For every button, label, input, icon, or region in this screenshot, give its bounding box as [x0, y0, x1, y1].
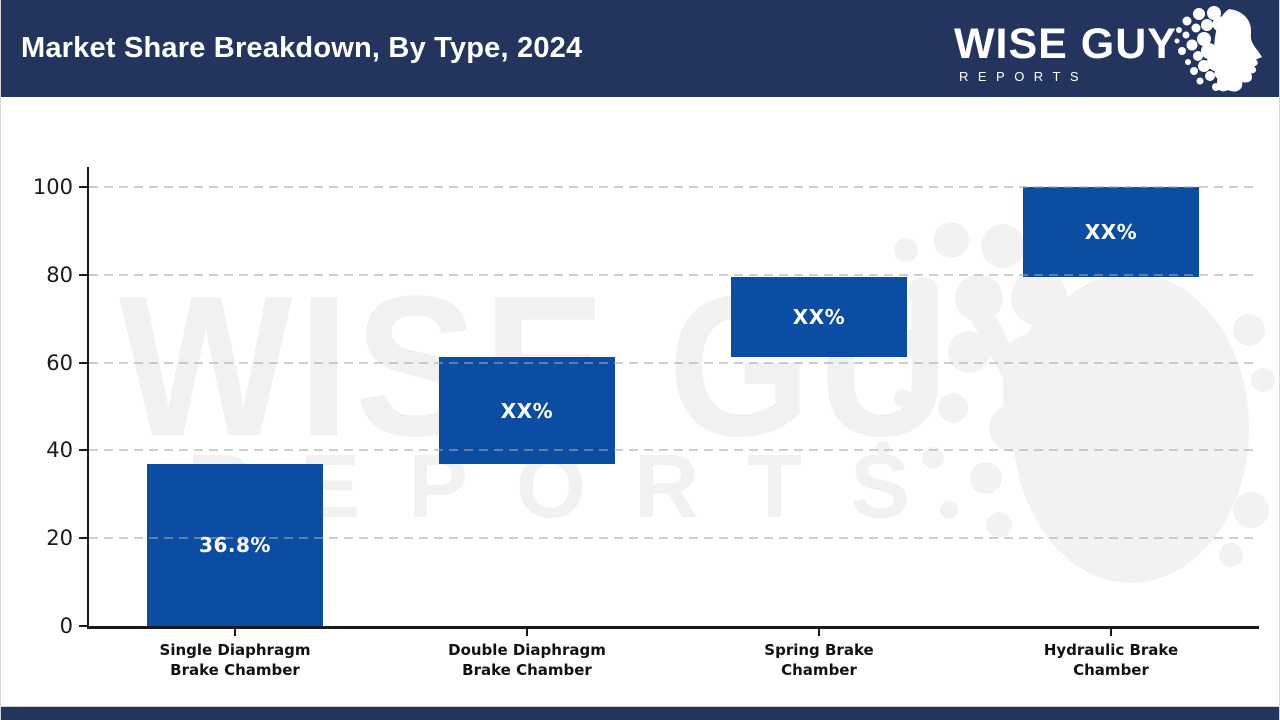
y-tick-label: 80: [46, 262, 73, 287]
header-bar: Market Share Breakdown, By Type, 2024 WI…: [1, 0, 1279, 98]
page-title: Market Share Breakdown, By Type, 2024: [21, 32, 583, 64]
gridline: [89, 449, 1257, 452]
y-tick-mark: [79, 273, 88, 276]
footer-hairline: [1, 706, 1279, 707]
x-tick-mark: [526, 628, 528, 636]
x-tick-mark: [234, 628, 236, 636]
x-tick-mark: [1110, 628, 1112, 636]
brand-logo-text: WISE GUY REPORTS: [954, 21, 1177, 84]
y-tick-label: 100: [32, 175, 73, 199]
y-tick-label: 20: [46, 526, 73, 551]
bar-value-label: XX%: [792, 304, 846, 329]
x-axis-line: [87, 626, 1259, 629]
category-label: Hydraulic Brake Chamber: [1043, 641, 1179, 679]
category-label: Spring Brake Chamber: [764, 641, 874, 679]
bar-segment: XX%: [1023, 187, 1199, 277]
y-tick-label: 60: [46, 350, 73, 375]
brand-logo: WISE GUY REPORTS: [954, 6, 1267, 98]
gridline: [89, 273, 1257, 276]
category-label: Single Diaphragm Brake Chamber: [159, 641, 311, 679]
gridline: [89, 186, 1257, 188]
gridline: [89, 537, 1257, 540]
bar-value-label: XX%: [500, 398, 554, 423]
bar-value-label: XX%: [1084, 219, 1138, 244]
x-tick-mark: [818, 628, 820, 636]
footer-bar: [1, 707, 1279, 720]
bar-segment: XX%: [731, 276, 907, 358]
category-label: Double Diaphragm Brake Chamber: [448, 641, 606, 679]
brand-subname-text: REPORTS: [958, 68, 1089, 84]
y-tick-mark: [79, 537, 88, 540]
dotted-head-icon: [1174, 6, 1262, 92]
y-tick-mark: [79, 449, 88, 452]
bar-segment: 36.8%: [147, 464, 323, 626]
y-tick-label: 40: [46, 438, 73, 463]
y-tick-mark: [79, 186, 88, 188]
brand-name-text: WISE GUY: [953, 19, 1177, 68]
gridline: [89, 361, 1257, 364]
y-axis-line: [87, 167, 89, 628]
y-tick-mark: [79, 625, 88, 627]
y-tick-mark: [79, 361, 88, 364]
y-tick-label: 0: [59, 614, 73, 638]
bar-segment: XX%: [439, 357, 615, 465]
